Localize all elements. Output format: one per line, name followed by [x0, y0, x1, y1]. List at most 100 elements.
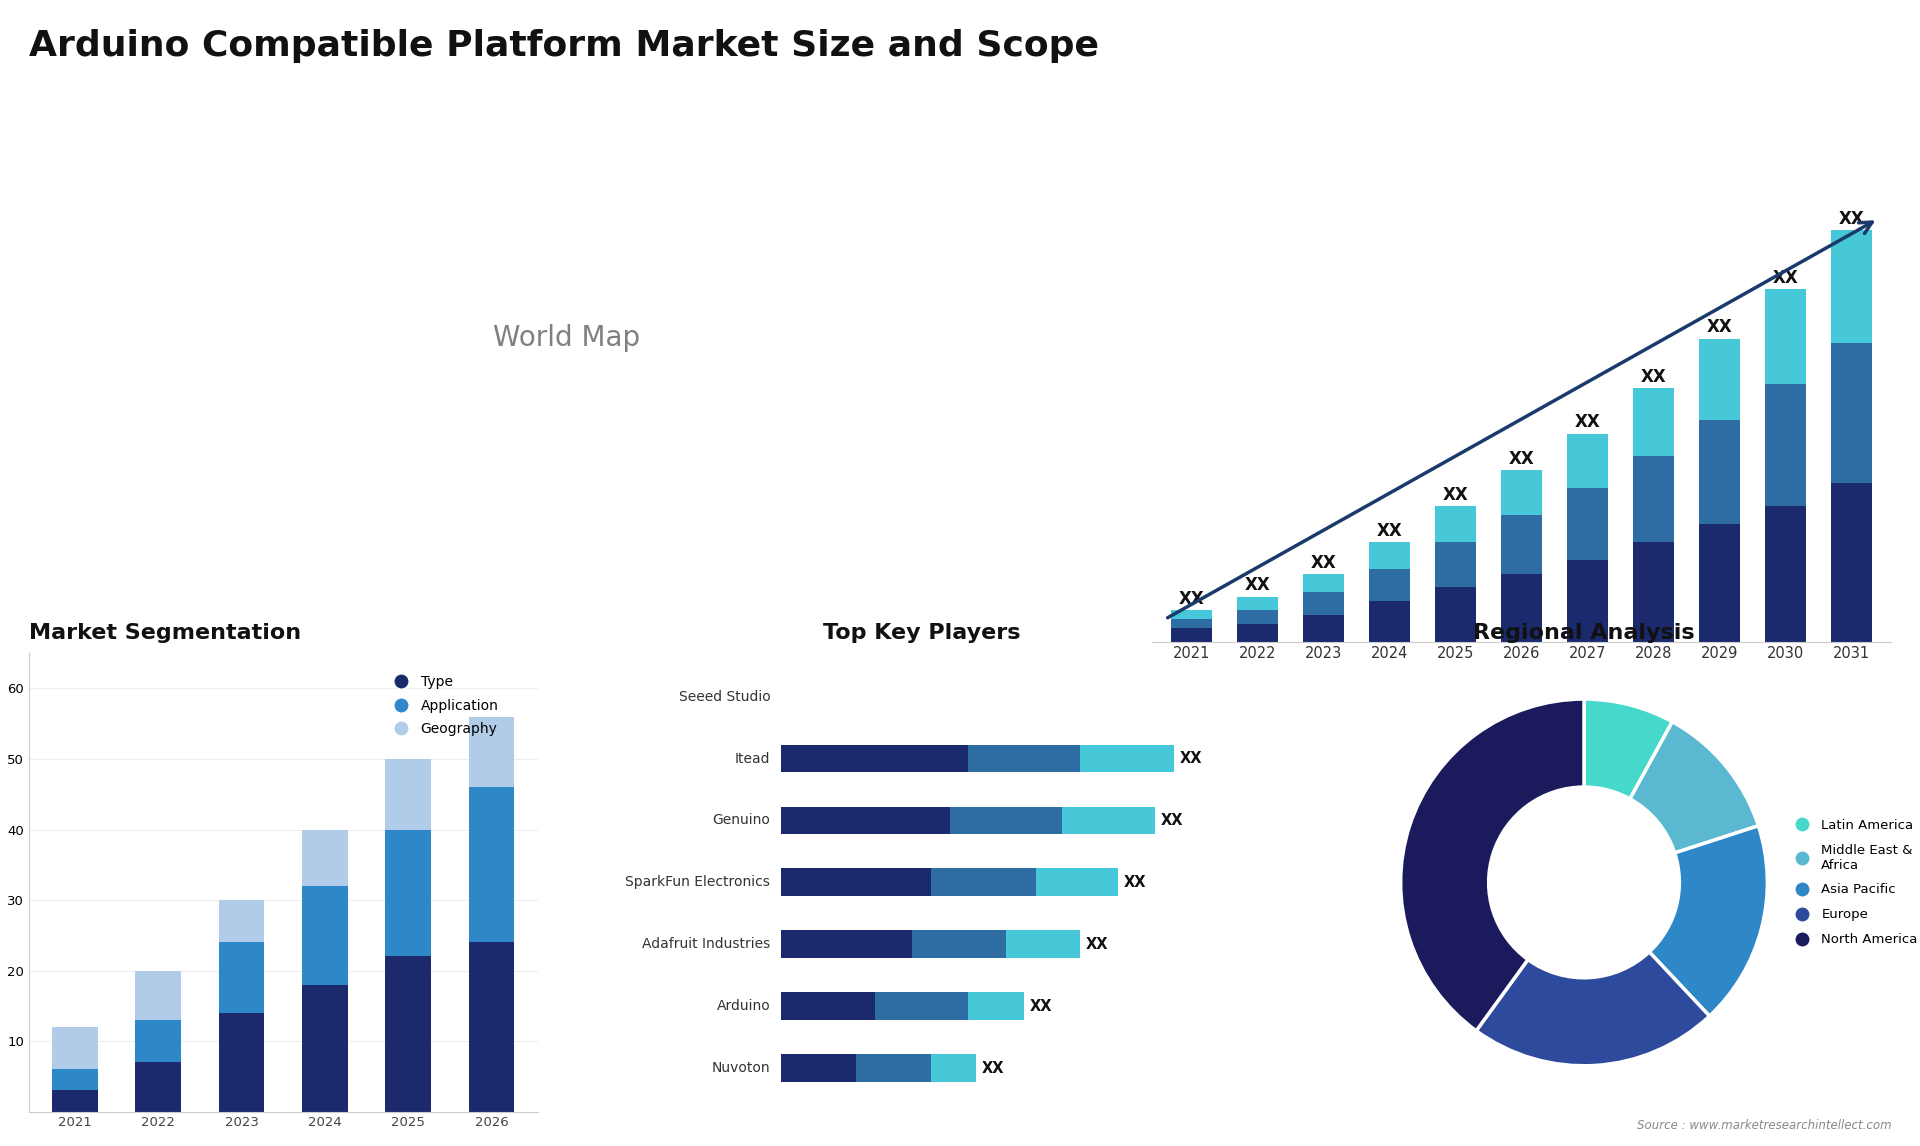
Bar	[1501, 515, 1542, 574]
Bar	[1236, 610, 1279, 623]
Bar	[876, 992, 968, 1020]
Bar	[1501, 574, 1542, 642]
Bar	[968, 745, 1081, 772]
Text: World Map: World Map	[493, 324, 639, 352]
Bar	[1699, 339, 1740, 421]
Text: Adafruit Industries: Adafruit Industries	[641, 937, 770, 951]
Bar	[1304, 574, 1344, 592]
Text: XX: XX	[1574, 414, 1601, 431]
Text: Genuino: Genuino	[712, 814, 770, 827]
Text: XX: XX	[1162, 813, 1183, 827]
Title: Top Key Players: Top Key Players	[824, 623, 1020, 643]
Bar	[781, 869, 931, 896]
Bar	[1699, 524, 1740, 642]
Text: XX: XX	[1087, 937, 1108, 952]
Text: XX: XX	[981, 1061, 1004, 1076]
Text: XX: XX	[1442, 486, 1469, 504]
Bar	[781, 931, 912, 958]
Wedge shape	[1584, 699, 1672, 799]
Bar	[219, 1013, 265, 1112]
Bar	[301, 984, 348, 1112]
Bar	[1434, 588, 1476, 642]
Bar	[931, 869, 1035, 896]
Bar	[781, 1054, 856, 1082]
Bar	[1567, 560, 1609, 642]
Bar	[856, 1054, 931, 1082]
Bar	[1832, 230, 1872, 344]
Bar	[1501, 470, 1542, 515]
Wedge shape	[1476, 952, 1709, 1066]
Bar	[1434, 542, 1476, 588]
Bar	[1304, 592, 1344, 614]
Bar	[1434, 507, 1476, 542]
Text: XX: XX	[1509, 449, 1534, 468]
Bar	[1369, 601, 1409, 642]
Text: XX: XX	[1707, 319, 1732, 337]
Bar	[468, 716, 515, 787]
Bar	[950, 807, 1062, 834]
Bar	[386, 830, 432, 957]
Bar	[219, 942, 265, 1013]
Bar	[1236, 597, 1279, 610]
Bar	[52, 1091, 98, 1112]
Bar	[1567, 433, 1609, 488]
Bar	[1764, 289, 1807, 384]
Bar	[301, 886, 348, 984]
Bar	[968, 992, 1025, 1020]
Bar	[468, 942, 515, 1112]
Bar	[1699, 421, 1740, 524]
Text: Seeed Studio: Seeed Studio	[678, 690, 770, 704]
Bar	[219, 900, 265, 942]
Bar	[781, 745, 968, 772]
Legend: Latin America, Middle East &
Africa, Asia Pacific, Europe, North America: Latin America, Middle East & Africa, Asi…	[1784, 814, 1920, 951]
Text: XX: XX	[1642, 368, 1667, 386]
Bar	[931, 1054, 975, 1082]
Text: XX: XX	[1772, 268, 1799, 286]
Bar	[912, 931, 1006, 958]
Wedge shape	[1649, 826, 1766, 1017]
Text: XX: XX	[1029, 999, 1052, 1014]
Bar	[1236, 623, 1279, 642]
Bar	[1304, 614, 1344, 642]
Text: XX: XX	[1311, 554, 1336, 572]
Bar	[1369, 542, 1409, 570]
Bar	[1832, 344, 1872, 484]
Wedge shape	[1630, 722, 1759, 853]
Text: XX: XX	[1839, 210, 1864, 228]
Text: XX: XX	[1179, 590, 1204, 607]
Text: XX: XX	[1244, 576, 1271, 595]
Bar	[134, 1062, 180, 1112]
Bar	[52, 1069, 98, 1091]
Bar	[1369, 570, 1409, 601]
Bar	[1832, 484, 1872, 642]
Text: Market Segmentation: Market Segmentation	[29, 623, 301, 643]
Text: XX: XX	[1123, 874, 1146, 890]
Bar	[1171, 628, 1212, 642]
Bar	[386, 957, 432, 1112]
Bar	[1634, 388, 1674, 456]
Bar	[301, 830, 348, 886]
Bar	[781, 992, 876, 1020]
Bar	[134, 971, 180, 1020]
Text: Itead: Itead	[735, 752, 770, 766]
Bar	[1035, 869, 1117, 896]
Bar	[1634, 456, 1674, 542]
Legend: Type, Application, Geography: Type, Application, Geography	[382, 669, 505, 741]
Bar	[1171, 619, 1212, 628]
Bar	[468, 787, 515, 942]
Text: Arduino Compatible Platform Market Size and Scope: Arduino Compatible Platform Market Size …	[29, 29, 1098, 63]
Bar	[1634, 542, 1674, 642]
Bar	[1062, 807, 1156, 834]
Text: Nuvoton: Nuvoton	[712, 1061, 770, 1075]
Text: XX: XX	[1179, 751, 1202, 766]
Text: Source : www.marketresearchintellect.com: Source : www.marketresearchintellect.com	[1636, 1120, 1891, 1132]
Bar	[134, 1020, 180, 1062]
Bar	[1006, 931, 1081, 958]
Wedge shape	[1402, 699, 1584, 1030]
Text: XX: XX	[1377, 521, 1402, 540]
Bar	[1081, 745, 1173, 772]
Bar	[1567, 488, 1609, 560]
Bar	[52, 1027, 98, 1069]
Text: SparkFun Electronics: SparkFun Electronics	[626, 876, 770, 889]
Bar	[1764, 507, 1807, 642]
